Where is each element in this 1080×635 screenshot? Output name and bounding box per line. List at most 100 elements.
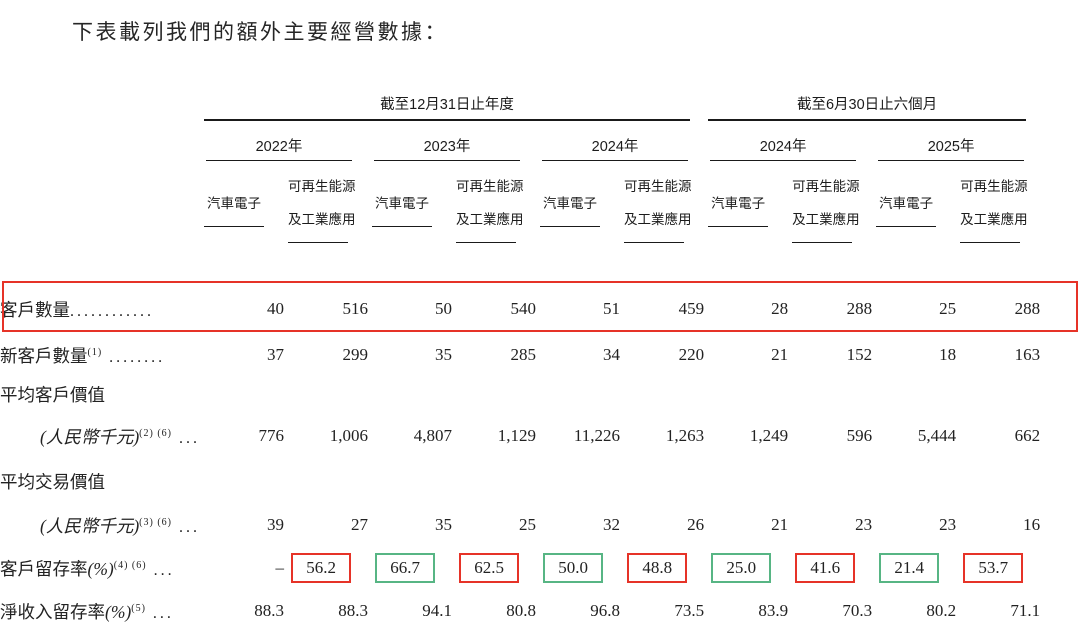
table-row: 淨收入留存率(%)(5) ... 88.3 88.3 94.1 80.8 96.8 73.5… xyxy=(0,589,1040,633)
data-cell: 299 xyxy=(342,345,369,364)
data-cell: 41.6 xyxy=(788,547,872,589)
data-cell: 50.0 xyxy=(536,547,620,589)
leader-dots: ........ xyxy=(102,348,166,366)
value-highlight-box-red: 41.6 xyxy=(795,553,856,583)
data-cell: 80.2 xyxy=(926,601,957,620)
data-cell: 152 xyxy=(846,345,873,364)
data-cell: 62.5 xyxy=(452,547,536,589)
data-cell: 25 xyxy=(939,299,957,318)
period-group-header: 截至6月30日止六個月 xyxy=(704,88,1040,126)
data-cell: 96.8 xyxy=(590,601,620,620)
table-row: 客戶留存率(%)(4) (6) ... –56.2 66.7 62.5 50.0 48.8… xyxy=(0,547,1040,589)
subcolumn-label-line2: 及工業應用 xyxy=(624,212,692,227)
subcolumn-label-line1: 可再生能源 xyxy=(624,179,692,194)
row-label-text: 平均客戶價值 xyxy=(0,384,105,405)
subcolumn-label: 汽車電子 xyxy=(372,187,432,227)
table-row: 新客戶數量(1) ........ 37 299 35 285 34 220 21 152 18 1… xyxy=(0,335,1040,375)
row-label: 新客戶數量(1) ........ xyxy=(0,335,200,375)
subcolumn-label-line1: 可再生能源 xyxy=(288,179,356,194)
data-cell: 776 xyxy=(258,426,285,445)
value-highlight-box-red: 53.7 xyxy=(963,553,1024,583)
period-group-label: 截至6月30日止六個月 xyxy=(708,93,1027,121)
subcolumn-label-line2: 及工業應用 xyxy=(456,212,524,227)
data-cell: 1,249 xyxy=(749,426,789,445)
table-header: 截至12月31日止年度 截至6月30日止六個月 2022年 2023年 2024年 202… xyxy=(0,88,1040,243)
data-cell: 28 xyxy=(771,299,789,318)
empty-cells xyxy=(200,459,1040,503)
row-label-unit: (%) xyxy=(105,601,132,622)
data-cell: 48.8 xyxy=(620,547,704,589)
value-highlight-box-green: 50.0 xyxy=(543,553,603,583)
subcolumn-label: 可再生能源及工業應用 xyxy=(288,170,356,243)
year-header: 2022年 xyxy=(200,126,368,170)
data-cell: 37 xyxy=(267,345,284,364)
row-label-text: 平均交易價值 xyxy=(0,471,105,492)
data-cell: 21 xyxy=(771,515,789,534)
data-cell: – xyxy=(275,558,285,577)
table-row: 平均客戶價值 xyxy=(0,375,1040,413)
row-label: 客戶數量............ xyxy=(0,283,200,335)
footnote-marker: (3) (6) xyxy=(139,516,172,528)
subcolumn-label: 可再生能源及工業應用 xyxy=(792,170,860,243)
table-row: 客戶數量............ 40 516 50 540 51 459 28 288 25 28… xyxy=(0,283,1040,335)
data-cell: 50 xyxy=(435,299,452,318)
data-cell: 83.9 xyxy=(758,601,789,620)
data-cell: 35 xyxy=(435,515,452,534)
data-cell: 1,263 xyxy=(665,426,705,445)
data-cell: 11,226 xyxy=(573,426,620,445)
row-label: 平均交易價值 xyxy=(0,459,200,503)
data-cell: 540 xyxy=(510,299,537,318)
value-highlight-box-red: 48.8 xyxy=(627,553,688,583)
subcolumn-label: 汽車電子 xyxy=(540,187,600,227)
row-label: (人民幣千元)(3) (6) ... xyxy=(0,503,200,547)
value-highlight-box-red: 56.2 xyxy=(291,553,351,583)
row-label-text: 客戶數量 xyxy=(0,299,70,320)
subcolumn-label-line1: 可再生能源 xyxy=(960,179,1028,194)
year-header: 2025年 xyxy=(872,126,1040,170)
subcolumn-label-line1: 可再生能源 xyxy=(792,179,860,194)
leader-dots: ... xyxy=(171,518,200,536)
subcolumn-label: 汽車電子 xyxy=(708,187,769,227)
data-cell: 71.1 xyxy=(1010,601,1041,620)
data-cell: 80.8 xyxy=(506,601,536,620)
year-label: 2024年 xyxy=(710,135,857,161)
year-label: 2023年 xyxy=(374,135,520,161)
data-cell: 163 xyxy=(1014,345,1041,364)
data-cell: 53.7 xyxy=(956,547,1040,589)
row-label-unit: (%) xyxy=(87,558,114,579)
value-highlight-box-green: 21.4 xyxy=(879,553,940,583)
data-cell: 94.1 xyxy=(422,601,452,620)
data-cell: 5,444 xyxy=(917,426,957,445)
data-cell: 288 xyxy=(846,299,873,318)
leader-dots: ... xyxy=(146,561,175,579)
data-cell: 16 xyxy=(1023,515,1041,534)
year-label: 2024年 xyxy=(542,135,689,161)
data-cell: 35 xyxy=(435,345,452,364)
data-cell: 25 xyxy=(519,515,536,534)
subcolumn-label-line2: 及工業應用 xyxy=(960,212,1028,227)
data-cell: 285 xyxy=(510,345,537,364)
row-label-text: (人民幣千元) xyxy=(40,515,140,536)
table-row: 平均交易價值 xyxy=(0,459,1040,503)
data-cell: 18 xyxy=(939,345,957,364)
subcolumn-header-renewable: 可再生能源及工業應用 xyxy=(788,170,872,243)
footnote-marker: (4) (6) xyxy=(113,559,147,571)
row-label-text: (人民幣千元) xyxy=(40,426,140,447)
year-header: 2023年 xyxy=(368,126,536,170)
leader-dots: ... xyxy=(145,604,174,622)
subcolumn-label-line2: 及工業應用 xyxy=(792,212,860,227)
data-cell: 66.7 xyxy=(368,547,452,589)
data-cell: 459 xyxy=(678,299,705,318)
data-cell: 1,129 xyxy=(497,426,536,445)
data-cell: 34 xyxy=(603,345,620,364)
empty-cells xyxy=(200,375,1040,413)
subcolumn-label: 汽車電子 xyxy=(876,187,937,227)
subcolumn-label: 汽車電子 xyxy=(204,187,264,227)
subcolumn-label-line2: 及工業應用 xyxy=(288,212,356,227)
data-cell: 220 xyxy=(678,345,705,364)
value-highlight-box-green: 66.7 xyxy=(375,553,435,583)
data-cell: 73.5 xyxy=(674,601,705,620)
year-label: 2025年 xyxy=(878,135,1025,161)
data-cell: 21 xyxy=(771,345,789,364)
data-cell: 40 xyxy=(267,299,284,318)
